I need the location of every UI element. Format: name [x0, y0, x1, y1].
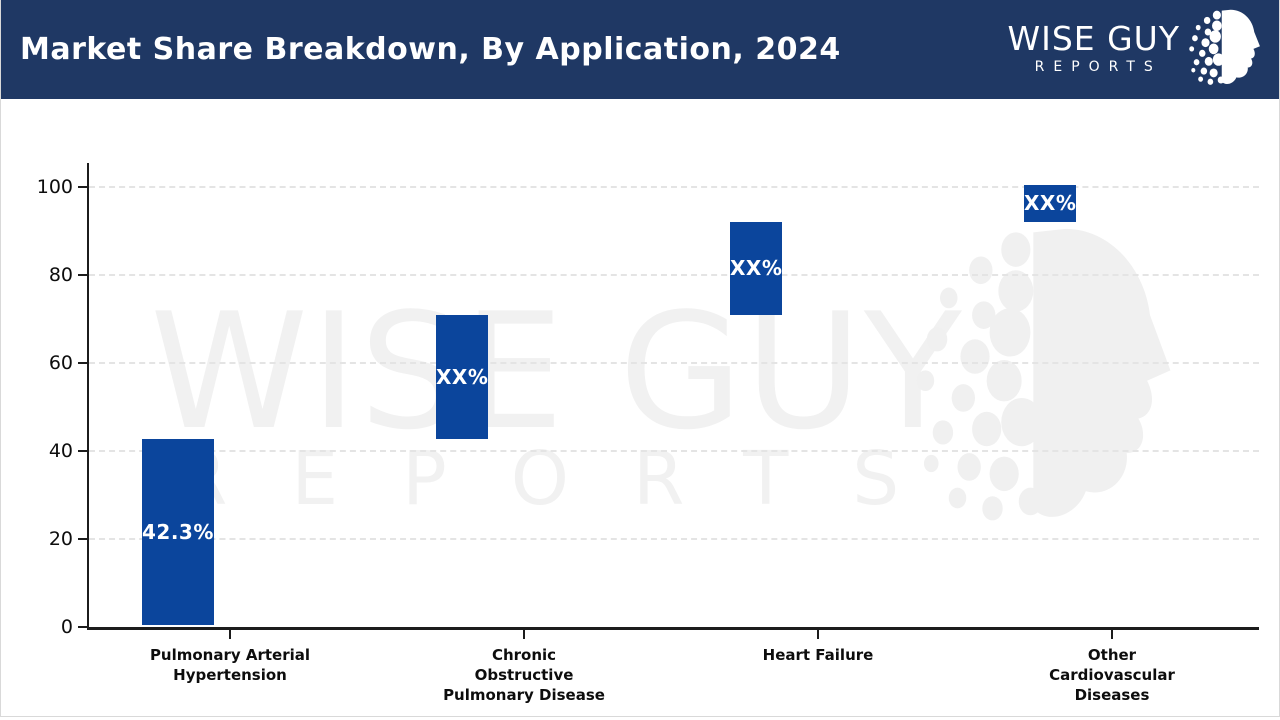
y-tick-label-100: 100: [36, 176, 73, 199]
y-tick-80: [78, 274, 87, 277]
gridline-20: [89, 538, 1259, 541]
wise-guy-logo: WISE GUY REPORTS: [1007, 8, 1264, 88]
y-tick-label-40: 40: [48, 440, 73, 463]
bar-segment: XX%: [730, 221, 783, 315]
gridline-60: [89, 362, 1259, 365]
y-tick-40: [78, 450, 87, 453]
gridline-40: [89, 450, 1259, 453]
y-tick-60: [78, 362, 87, 365]
logo-wordmark: WISE GUY: [1007, 19, 1180, 58]
bar-value-label: 42.3%: [142, 519, 214, 544]
logo-head-icon: [1189, 9, 1260, 85]
x-tick: [229, 630, 231, 639]
y-tick-label-20: 20: [48, 528, 73, 551]
bar-segment: 42.3%: [142, 438, 214, 625]
y-tick-20: [78, 538, 87, 541]
logo-subtitle: REPORTS: [1034, 59, 1162, 75]
gridline-80: [89, 274, 1259, 277]
x-category-label: Pulmonary Arterial Hypertension: [149, 646, 311, 684]
header-bar: Market Share Breakdown, By Application, …: [0, 0, 1280, 99]
y-tick-label-60: 60: [48, 352, 73, 375]
gridline-100: [89, 186, 1259, 189]
x-tick: [523, 630, 525, 639]
y-tick-label-0: 0: [60, 616, 73, 638]
x-category-label: Heart Failure: [762, 646, 874, 664]
bar-value-label: XX%: [730, 256, 783, 281]
x-tick: [1111, 630, 1113, 639]
y-tick-100: [78, 186, 87, 189]
x-axis-line: [87, 627, 1259, 630]
bar-value-label: XX%: [1024, 191, 1077, 216]
bar-segment: XX%: [436, 314, 489, 439]
bar-segment: XX%: [1024, 185, 1077, 222]
y-tick-0: [78, 626, 87, 628]
chart-title: Market Share Breakdown, By Application, …: [20, 32, 841, 67]
x-category-label: Other Cardiovascular Diseases: [1049, 646, 1175, 704]
watermark-text-line1: WISE GUY: [150, 278, 964, 465]
y-tick-label-80: 80: [48, 264, 73, 287]
plot-area: 0 20 40 60 80 100 42.3% XX% XX% XX% Pulmonary Arte…: [37, 163, 1259, 704]
x-category-label: Chronic Obstructive Pulmonary Disease: [443, 646, 605, 704]
y-axis-line: [87, 163, 89, 629]
bar-value-label: XX%: [436, 364, 489, 389]
x-tick: [817, 630, 819, 639]
